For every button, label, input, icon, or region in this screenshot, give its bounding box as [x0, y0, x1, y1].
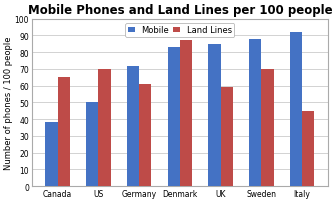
Y-axis label: Number of phones / 100 people: Number of phones / 100 people: [4, 36, 13, 169]
Bar: [180, 41, 192, 186]
Bar: [45, 123, 57, 186]
Bar: [261, 69, 274, 186]
Bar: [139, 85, 151, 186]
Title: Mobile Phones and Land Lines per 100 people: Mobile Phones and Land Lines per 100 peo…: [28, 4, 332, 17]
Bar: [208, 45, 220, 186]
Bar: [290, 33, 302, 186]
Bar: [127, 66, 139, 186]
Bar: [98, 69, 111, 186]
Bar: [86, 103, 98, 186]
Bar: [220, 88, 233, 186]
Legend: Mobile, Land Lines: Mobile, Land Lines: [125, 24, 234, 38]
Bar: [168, 48, 180, 186]
Bar: [302, 111, 314, 186]
Bar: [57, 78, 70, 186]
Bar: [249, 40, 261, 186]
